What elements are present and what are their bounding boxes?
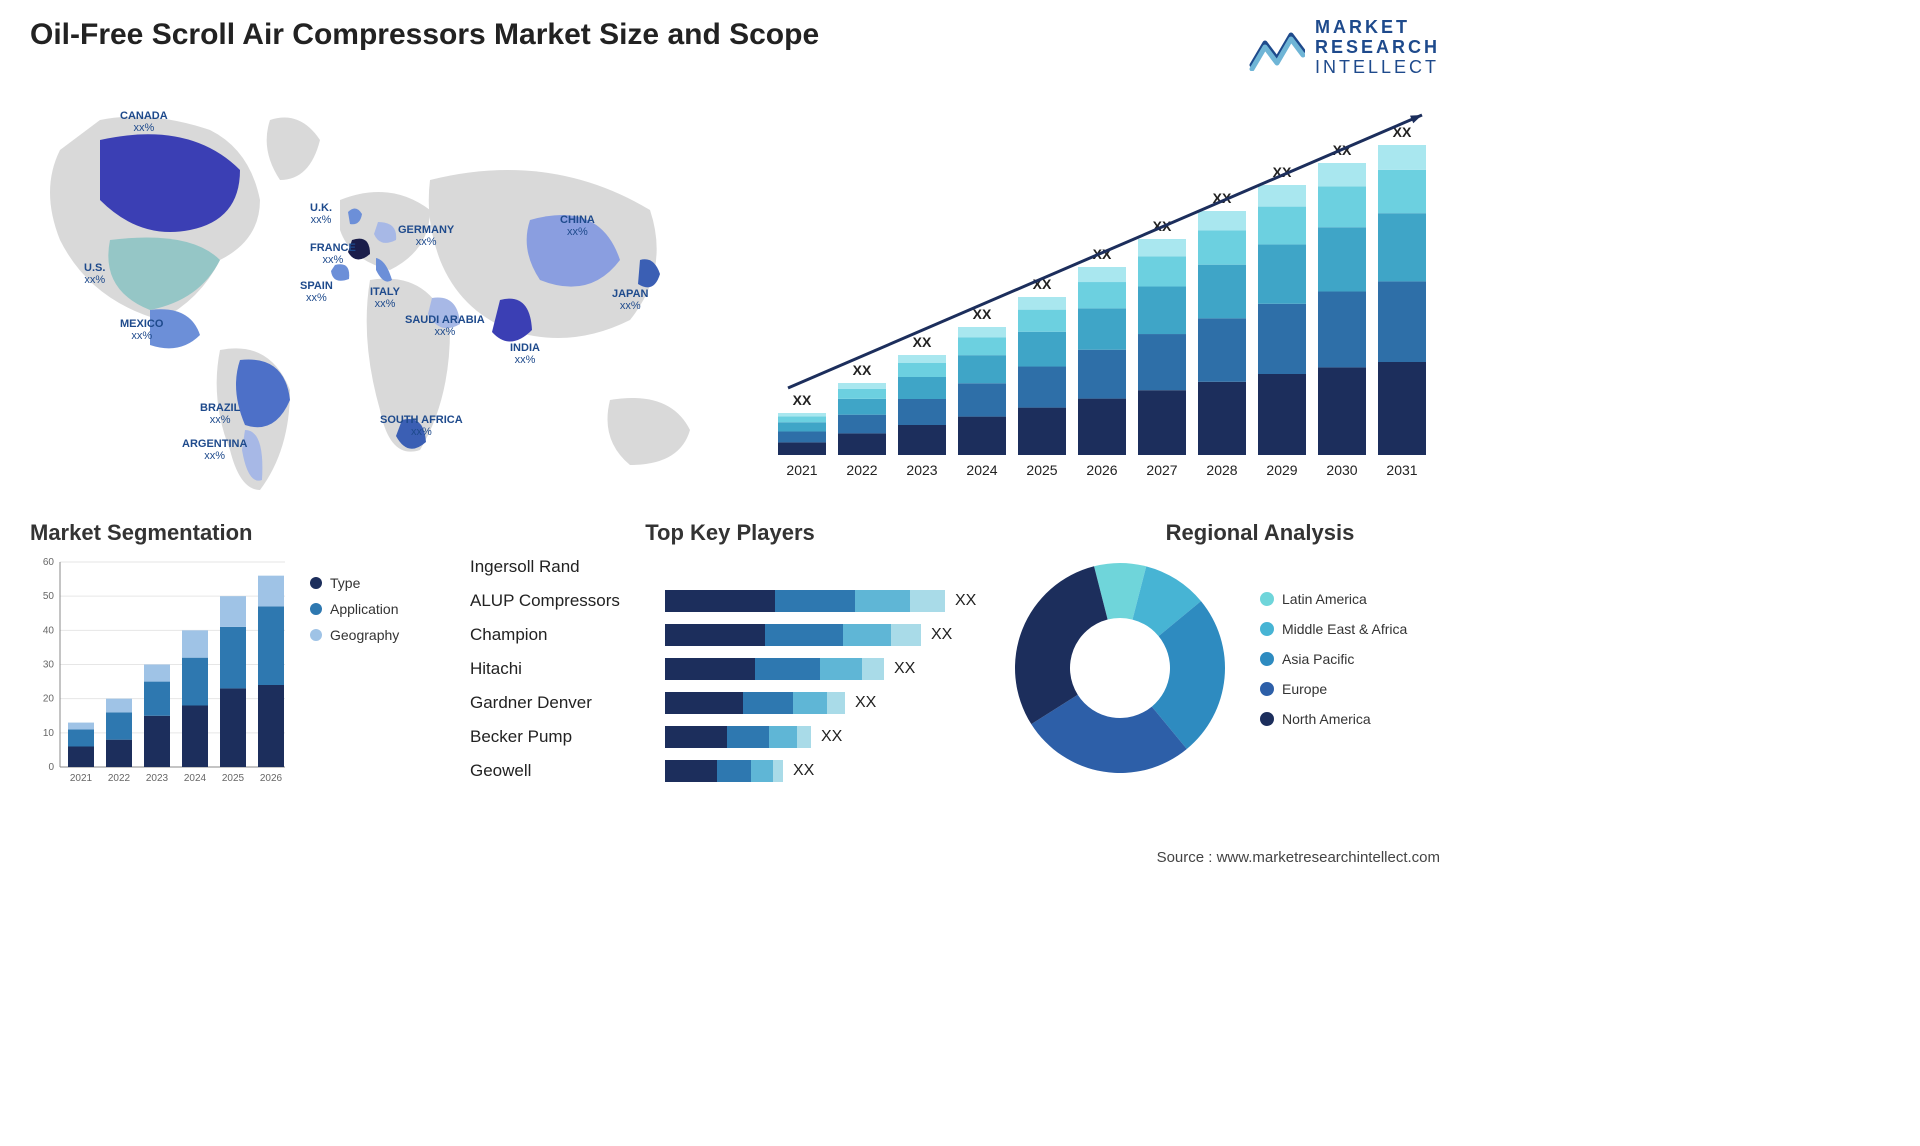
- svg-text:0: 0: [48, 762, 54, 773]
- player-row: ALUP Compressors XX: [470, 584, 990, 618]
- source-text: Source : www.marketresearchintellect.com: [1157, 849, 1440, 866]
- legend-item: Asia Pacific: [1260, 651, 1407, 667]
- player-bar: [665, 658, 884, 680]
- svg-text:2030: 2030: [1326, 462, 1357, 478]
- player-row: Gardner Denver XX: [470, 686, 990, 720]
- player-name: ALUP Compressors: [470, 591, 665, 611]
- page-title: Oil-Free Scroll Air Compressors Market S…: [30, 18, 819, 52]
- growth-chart-svg: XX2021XX2022XX2023XX2024XX2025XX2026XX20…: [760, 100, 1440, 490]
- svg-text:XX: XX: [793, 392, 812, 408]
- map-label: JAPANxx%: [612, 288, 648, 312]
- segmentation-chart: 0 10 20 30 40 50 60 2021 2022 2023 2024 2025 2026: [30, 552, 295, 802]
- svg-text:60: 60: [43, 557, 55, 568]
- svg-text:40: 40: [43, 625, 55, 636]
- segmentation-title: Market Segmentation: [30, 520, 460, 546]
- map-label: FRANCExx%: [310, 242, 356, 266]
- logo-icon: [1249, 25, 1305, 71]
- legend-item: Middle East & Africa: [1260, 621, 1407, 637]
- map-label: ARGENTINAxx%: [182, 438, 247, 462]
- svg-text:2023: 2023: [906, 462, 937, 478]
- svg-text:2024: 2024: [184, 773, 207, 784]
- player-value: XX: [855, 694, 876, 712]
- player-bar: [665, 590, 945, 612]
- segmentation-legend: Type Application Geography: [310, 575, 399, 653]
- player-bar: [665, 624, 921, 646]
- svg-text:2023: 2023: [146, 773, 169, 784]
- svg-text:2021: 2021: [786, 462, 817, 478]
- svg-text:30: 30: [43, 660, 55, 671]
- segmentation-block: Market Segmentation 0 10 20 30 40 50 60 2021 202…: [30, 520, 460, 820]
- player-bar: [665, 692, 845, 714]
- map-label: SAUDI ARABIAxx%: [405, 314, 485, 338]
- svg-text:2027: 2027: [1146, 462, 1177, 478]
- legend-item: Application: [310, 601, 399, 617]
- brand-logo: MARKET RESEARCH INTELLECT: [1249, 18, 1440, 77]
- player-value: XX: [821, 728, 842, 746]
- svg-text:2022: 2022: [108, 773, 131, 784]
- svg-text:XX: XX: [853, 362, 872, 378]
- svg-text:2025: 2025: [1026, 462, 1057, 478]
- svg-text:2025: 2025: [222, 773, 245, 784]
- map-label: MEXICOxx%: [120, 318, 163, 342]
- map-label: INDIAxx%: [510, 342, 540, 366]
- player-value: XX: [793, 762, 814, 780]
- player-name: Becker Pump: [470, 727, 665, 747]
- player-name: Gardner Denver: [470, 693, 665, 713]
- svg-text:2029: 2029: [1266, 462, 1297, 478]
- donut-chart: [1010, 556, 1230, 776]
- player-row: Hitachi XX: [470, 652, 990, 686]
- player-value: XX: [955, 592, 976, 610]
- player-name: Hitachi: [470, 659, 665, 679]
- player-row: Ingersoll Rand: [470, 550, 990, 584]
- svg-text:2031: 2031: [1386, 462, 1417, 478]
- map-label: CHINAxx%: [560, 214, 595, 238]
- legend-item: Latin America: [1260, 591, 1407, 607]
- map-label: U.K.xx%: [310, 202, 332, 226]
- legend-item: Geography: [310, 627, 399, 643]
- growth-chart: XX2021XX2022XX2023XX2024XX2025XX2026XX20…: [760, 100, 1440, 490]
- world-map: CANADAxx% U.S.xx% MEXICOxx% BRAZILxx% ARGENT…: [30, 90, 730, 490]
- player-name: Geowell: [470, 761, 665, 781]
- logo-line3: INTELLECT: [1315, 58, 1440, 78]
- logo-line1: MARKET: [1315, 18, 1440, 38]
- legend-item: Type: [310, 575, 399, 591]
- player-name: Champion: [470, 625, 665, 645]
- map-label: ITALYxx%: [370, 286, 400, 310]
- players-title: Top Key Players: [470, 520, 990, 546]
- svg-text:2024: 2024: [966, 462, 997, 478]
- players-block: Top Key Players Ingersoll Rand ALUP Compr…: [470, 520, 990, 830]
- svg-text:20: 20: [43, 694, 55, 705]
- svg-text:2026: 2026: [1086, 462, 1117, 478]
- svg-text:2021: 2021: [70, 773, 93, 784]
- logo-line2: RESEARCH: [1315, 38, 1440, 58]
- player-row: Champion XX: [470, 618, 990, 652]
- map-label: GERMANYxx%: [398, 224, 454, 248]
- player-row: Geowell XX: [470, 754, 990, 788]
- map-label: U.S.xx%: [84, 262, 105, 286]
- player-row: Becker Pump XX: [470, 720, 990, 754]
- map-label: CANADAxx%: [120, 110, 168, 134]
- player-value: XX: [931, 626, 952, 644]
- regional-legend: Latin America Middle East & Africa Asia Pa…: [1260, 591, 1407, 741]
- player-name: Ingersoll Rand: [470, 557, 665, 577]
- svg-text:XX: XX: [913, 334, 932, 350]
- svg-text:50: 50: [43, 591, 55, 602]
- svg-text:2026: 2026: [260, 773, 283, 784]
- players-list: Ingersoll RandALUP CompressorsXXChampion…: [470, 550, 990, 788]
- player-bar: [665, 760, 783, 782]
- regional-title: Regional Analysis: [1070, 520, 1450, 546]
- map-label: SPAINxx%: [300, 280, 333, 304]
- legend-item: North America: [1260, 711, 1407, 727]
- map-label: BRAZILxx%: [200, 402, 240, 426]
- map-label: SOUTH AFRICAxx%: [380, 414, 463, 438]
- player-bar: [665, 726, 811, 748]
- player-value: XX: [894, 660, 915, 678]
- legend-item: Europe: [1260, 681, 1407, 697]
- svg-text:2022: 2022: [846, 462, 877, 478]
- svg-text:2028: 2028: [1206, 462, 1237, 478]
- regional-block: Regional Analysis Latin America Middle Ea…: [1010, 520, 1450, 820]
- svg-text:10: 10: [43, 728, 55, 739]
